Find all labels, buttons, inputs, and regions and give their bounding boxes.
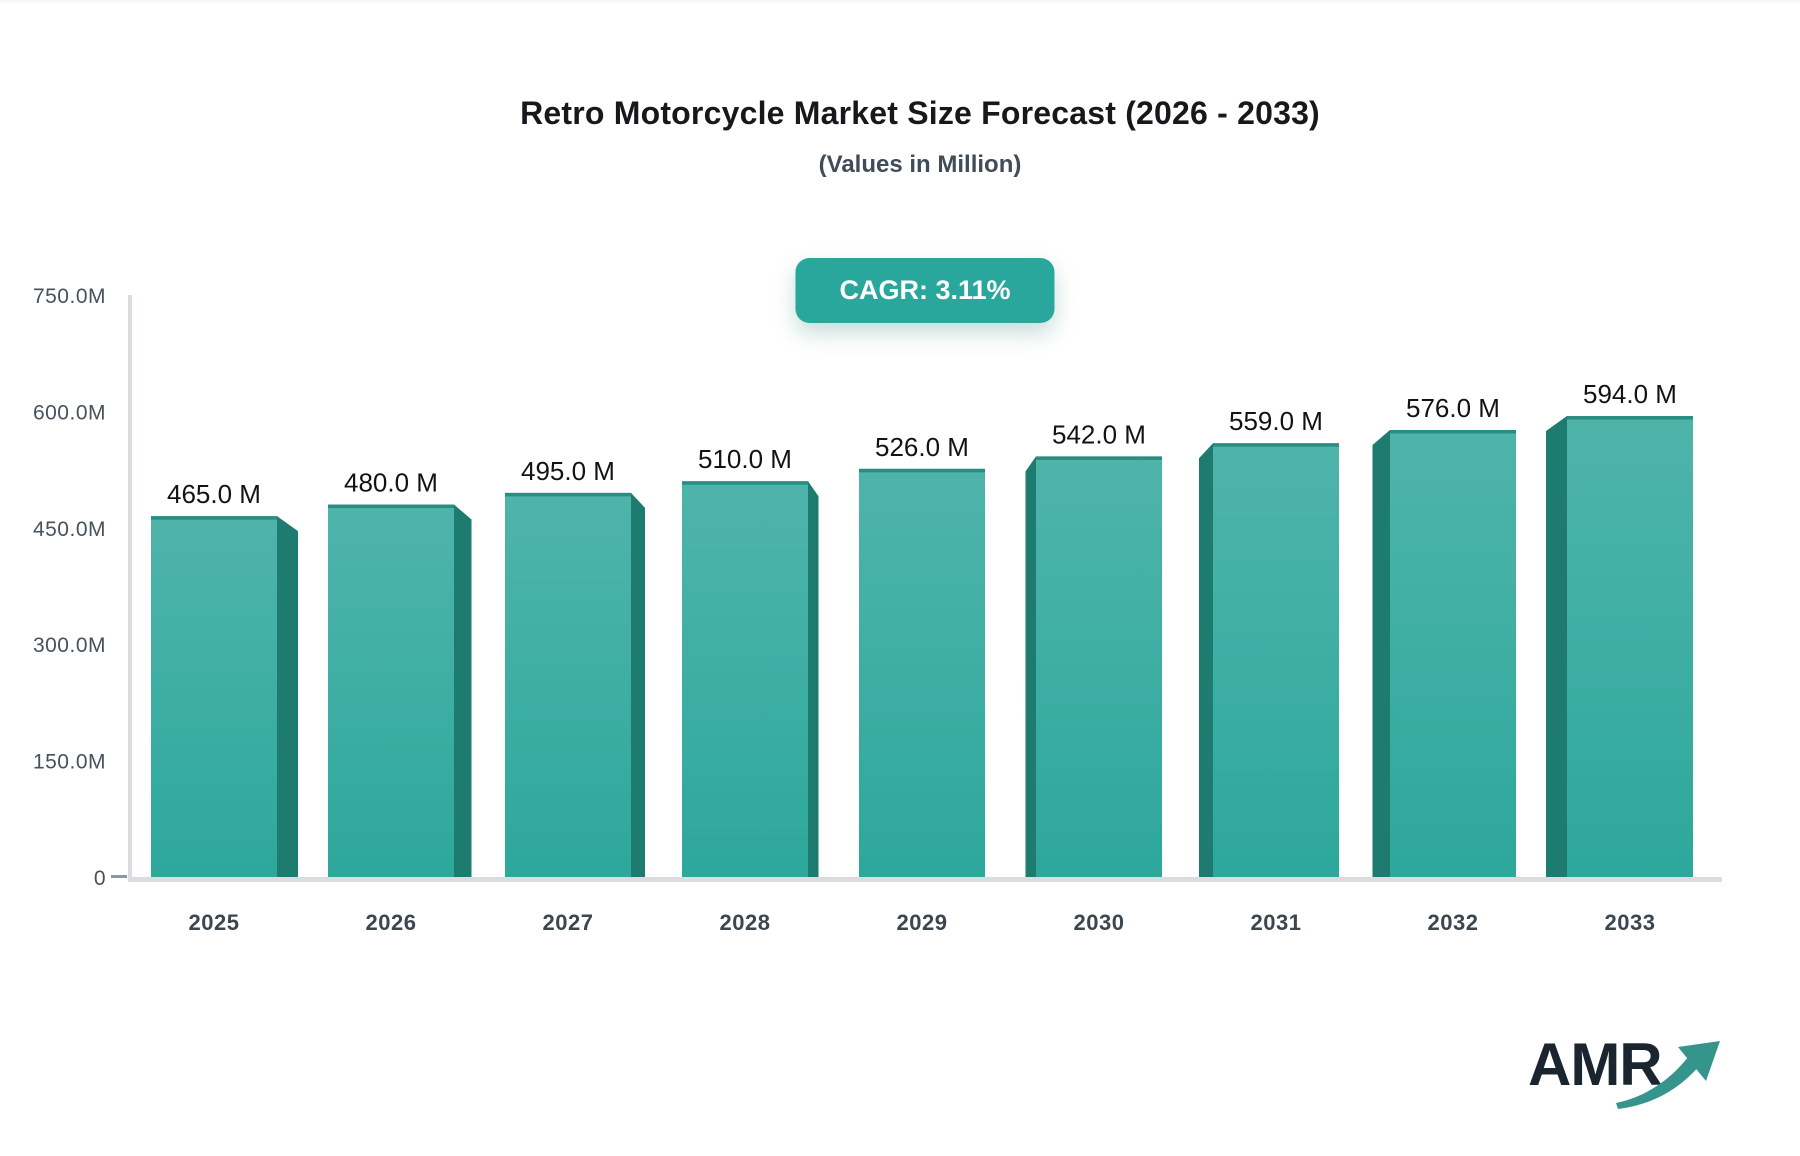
cagr-badge: CAGR: 3.11% bbox=[795, 258, 1055, 323]
bar-side-face bbox=[454, 504, 472, 877]
bar bbox=[1567, 416, 1693, 877]
bar-top-cap bbox=[505, 492, 631, 497]
bar bbox=[859, 468, 985, 877]
cagr-badge-label: CAGR: 3.11% bbox=[839, 275, 1011, 305]
amr-logo: AMR bbox=[1528, 1031, 1720, 1119]
bar-side-face bbox=[1025, 456, 1036, 877]
bar bbox=[328, 504, 454, 877]
x-axis-label: 2025 bbox=[189, 910, 240, 935]
bar-side-face bbox=[808, 481, 819, 877]
y-axis-label: 0 bbox=[94, 867, 106, 890]
bar-value-label: 480.0 M bbox=[344, 468, 438, 498]
bar-side-face bbox=[1199, 443, 1213, 877]
bar bbox=[151, 516, 277, 877]
bar-top-cap bbox=[1390, 430, 1516, 434]
x-axis-line bbox=[128, 877, 1722, 882]
x-axis-label: 2031 bbox=[1251, 910, 1302, 935]
x-axis-label: 2028 bbox=[720, 910, 771, 935]
bar bbox=[1390, 430, 1516, 877]
x-axis-label: 2027 bbox=[543, 910, 594, 935]
bar bbox=[1213, 443, 1339, 877]
bar bbox=[505, 492, 631, 877]
bar-top-cap bbox=[1213, 443, 1339, 447]
chart-subtitle: (Values in Million) bbox=[818, 151, 1022, 178]
y-axis-label: 450.0M bbox=[33, 518, 106, 541]
y-axis-line bbox=[128, 295, 132, 881]
bar-value-label: 510.0 M bbox=[698, 444, 792, 474]
bar-value-label: 542.0 M bbox=[1052, 419, 1146, 449]
x-axis-label: 2030 bbox=[1074, 910, 1125, 935]
bar-top-cap bbox=[859, 468, 985, 473]
bar-top-cap bbox=[1567, 416, 1693, 420]
bar-side-face bbox=[631, 492, 645, 877]
bar-top-cap bbox=[682, 481, 808, 485]
y-axis-label: 300.0M bbox=[33, 634, 106, 657]
y-axis-label: 150.0M bbox=[33, 751, 106, 774]
x-axis-label: 2033 bbox=[1605, 910, 1656, 935]
x-axis-label: 2029 bbox=[897, 910, 948, 935]
zero-tick-mark bbox=[111, 875, 127, 878]
bar-top-cap bbox=[328, 504, 454, 509]
amr-logo-text: AMR bbox=[1528, 1031, 1663, 1098]
bar-value-label: 495.0 M bbox=[521, 456, 615, 486]
bar-value-label: 526.0 M bbox=[875, 432, 969, 462]
y-axis-label: 750.0M bbox=[33, 285, 106, 308]
bar bbox=[682, 481, 808, 877]
chart-title: Retro Motorcycle Market Size Forecast (2… bbox=[520, 95, 1320, 131]
bar-top-cap bbox=[1036, 456, 1162, 460]
bar-value-label: 576.0 M bbox=[1406, 393, 1500, 423]
x-axis-label: 2032 bbox=[1428, 910, 1479, 935]
bar-value-label: 559.0 M bbox=[1229, 406, 1323, 436]
bar-value-label: 465.0 M bbox=[167, 479, 261, 509]
bar-side-face bbox=[277, 516, 298, 877]
bar-side-face bbox=[1372, 430, 1390, 877]
bar-value-label: 594.0 M bbox=[1583, 379, 1677, 409]
bar-chart: 0 150.0M 300.0M 450.0M 600.0M 750.0M 465.0 M 20… bbox=[33, 285, 1722, 935]
bar-top-cap bbox=[151, 516, 277, 520]
amr-logo-arrow-icon bbox=[1616, 1041, 1720, 1109]
y-axis-label: 600.0M bbox=[33, 401, 106, 424]
bar bbox=[1036, 456, 1162, 877]
x-axis-label: 2026 bbox=[366, 910, 417, 935]
bar-side-face bbox=[1546, 416, 1567, 877]
